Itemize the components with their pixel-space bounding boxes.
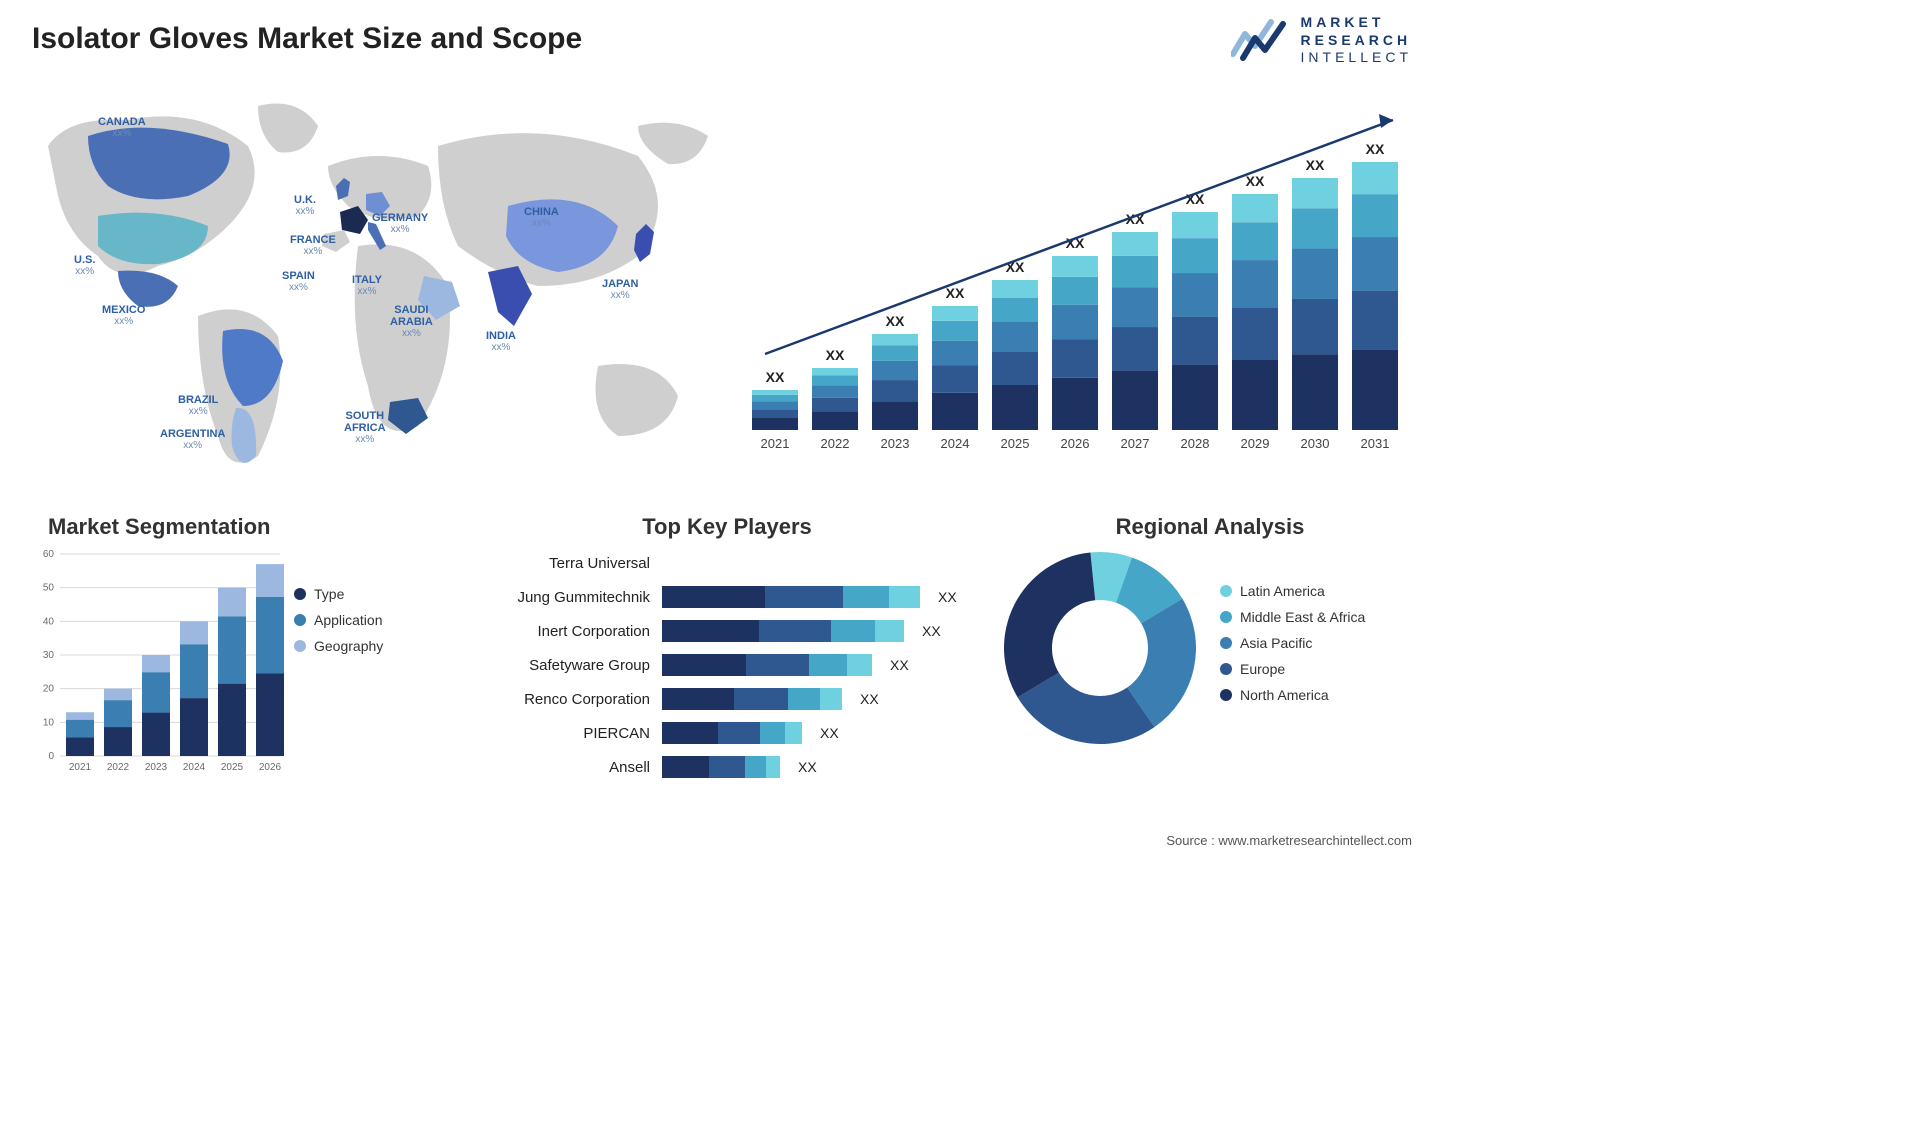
player-row: Ansell XX [482, 752, 972, 782]
svg-text:2024: 2024 [941, 436, 970, 451]
svg-text:XX: XX [886, 313, 905, 329]
svg-text:2022: 2022 [107, 762, 130, 773]
world-map: CANADAxx% U.S.xx% MEXICOxx% BRAZILxx% ARGENT… [18, 86, 718, 486]
svg-text:2023: 2023 [881, 436, 910, 451]
player-name: Safetyware Group [482, 657, 650, 674]
map-label: U.K.xx% [294, 194, 316, 217]
growth-chart-svg: XX 2021 XX 2022 XX 2023 XX 2024 XX 2025 XX 2026 XX 20… [736, 84, 1406, 468]
svg-text:2030: 2030 [1301, 436, 1330, 451]
players-title: Top Key Players [482, 514, 972, 540]
page-title: Isolator Gloves Market Size and Scope [32, 22, 582, 56]
logo-text: MARKET RESEARCH INTELLECT [1301, 14, 1412, 67]
svg-text:2025: 2025 [221, 762, 244, 773]
legend-item: Asia Pacific [1220, 635, 1365, 651]
svg-text:2023: 2023 [145, 762, 168, 773]
svg-text:2029: 2029 [1241, 436, 1270, 451]
regional-donut [1000, 548, 1200, 748]
player-value: XX [938, 589, 957, 605]
svg-text:20: 20 [43, 684, 55, 695]
player-bar [662, 654, 872, 676]
svg-text:30: 30 [43, 650, 55, 661]
market-segmentation: Market Segmentation 0 10 20 30 40 50 60 2021 202… [32, 514, 442, 814]
svg-text:2026: 2026 [1061, 436, 1090, 451]
player-row: Safetyware Group XX [482, 650, 972, 680]
map-label: GERMANYxx% [372, 212, 428, 235]
segmentation-title: Market Segmentation [48, 514, 442, 540]
svg-text:2021: 2021 [761, 436, 790, 451]
map-label: INDIAxx% [486, 330, 516, 353]
svg-text:XX: XX [1306, 157, 1325, 173]
player-name: Ansell [482, 759, 650, 776]
svg-text:XX: XX [946, 285, 965, 301]
growth-chart: XX 2021 XX 2022 XX 2023 XX 2024 XX 2025 XX 2026 XX 20… [736, 84, 1406, 468]
regional-analysis: Regional Analysis Latin America Middle Ea… [1000, 514, 1420, 814]
logo-mark-icon [1231, 16, 1291, 64]
player-row: PIERCAN XX [482, 718, 972, 748]
svg-text:2022: 2022 [821, 436, 850, 451]
legend-item: Application [294, 612, 383, 628]
player-value: XX [820, 725, 839, 741]
player-bar [662, 586, 920, 608]
map-label: SAUDIARABIAxx% [390, 304, 433, 339]
player-value: XX [860, 691, 879, 707]
player-name: PIERCAN [482, 725, 650, 742]
svg-text:2021: 2021 [69, 762, 92, 773]
legend-item: Latin America [1220, 583, 1365, 599]
players-body: Terra UniversalJung GummitechnikXXInert … [482, 548, 972, 782]
svg-text:2025: 2025 [1001, 436, 1030, 451]
svg-text:XX: XX [1246, 173, 1265, 189]
map-label: CHINAxx% [524, 206, 559, 229]
map-label: ITALYxx% [352, 274, 382, 297]
map-label: U.S.xx% [74, 254, 95, 277]
svg-text:40: 40 [43, 616, 55, 627]
svg-text:2028: 2028 [1181, 436, 1210, 451]
player-row: Jung Gummitechnik XX [482, 582, 972, 612]
segmentation-chart: 0 10 20 30 40 50 60 2021 2022 2023 2024 2025 2026 [32, 548, 284, 778]
player-name: Jung Gummitechnik [482, 589, 650, 606]
legend-item: Geography [294, 638, 383, 654]
brand-logo: MARKET RESEARCH INTELLECT [1231, 14, 1412, 67]
segmentation-legend: Type Application Geography [294, 586, 383, 664]
svg-text:60: 60 [43, 549, 55, 560]
regional-title: Regional Analysis [1000, 514, 1420, 540]
player-bar [662, 620, 904, 642]
regional-legend: Latin America Middle East & Africa Asia Pa… [1220, 583, 1365, 713]
player-value: XX [890, 657, 909, 673]
svg-text:0: 0 [48, 751, 54, 762]
player-value: XX [922, 623, 941, 639]
player-name: Inert Corporation [482, 623, 650, 640]
player-row: Inert Corporation XX [482, 616, 972, 646]
svg-text:2026: 2026 [259, 762, 282, 773]
player-bar [662, 756, 780, 778]
map-label: MEXICOxx% [102, 304, 145, 327]
svg-text:2024: 2024 [183, 762, 206, 773]
map-label: SPAINxx% [282, 270, 315, 293]
player-name: Terra Universal [482, 555, 650, 572]
player-row: Terra Universal [482, 548, 972, 578]
legend-item: North America [1220, 687, 1365, 703]
legend-item: Type [294, 586, 383, 602]
svg-text:XX: XX [766, 369, 785, 385]
top-key-players: Top Key Players Terra Universal Jung Gumm… [482, 514, 972, 814]
svg-text:XX: XX [1366, 141, 1385, 157]
player-bar [662, 688, 842, 710]
svg-text:2027: 2027 [1121, 436, 1150, 451]
legend-item: Middle East & Africa [1220, 609, 1365, 625]
player-value: XX [798, 759, 817, 775]
map-label: JAPANxx% [602, 278, 638, 301]
source-attribution: Source : www.marketresearchintellect.com [1166, 833, 1412, 848]
map-label: FRANCExx% [290, 234, 336, 257]
svg-text:50: 50 [43, 583, 55, 594]
map-label: SOUTHAFRICAxx% [344, 410, 386, 445]
player-name: Renco Corporation [482, 691, 650, 708]
map-label: ARGENTINAxx% [160, 428, 225, 451]
player-bar [662, 722, 802, 744]
svg-text:10: 10 [43, 717, 55, 728]
legend-item: Europe [1220, 661, 1365, 677]
map-label: BRAZILxx% [178, 394, 218, 417]
player-row: Renco Corporation XX [482, 684, 972, 714]
svg-text:2031: 2031 [1361, 436, 1390, 451]
svg-text:XX: XX [826, 347, 845, 363]
map-label: CANADAxx% [98, 116, 146, 139]
